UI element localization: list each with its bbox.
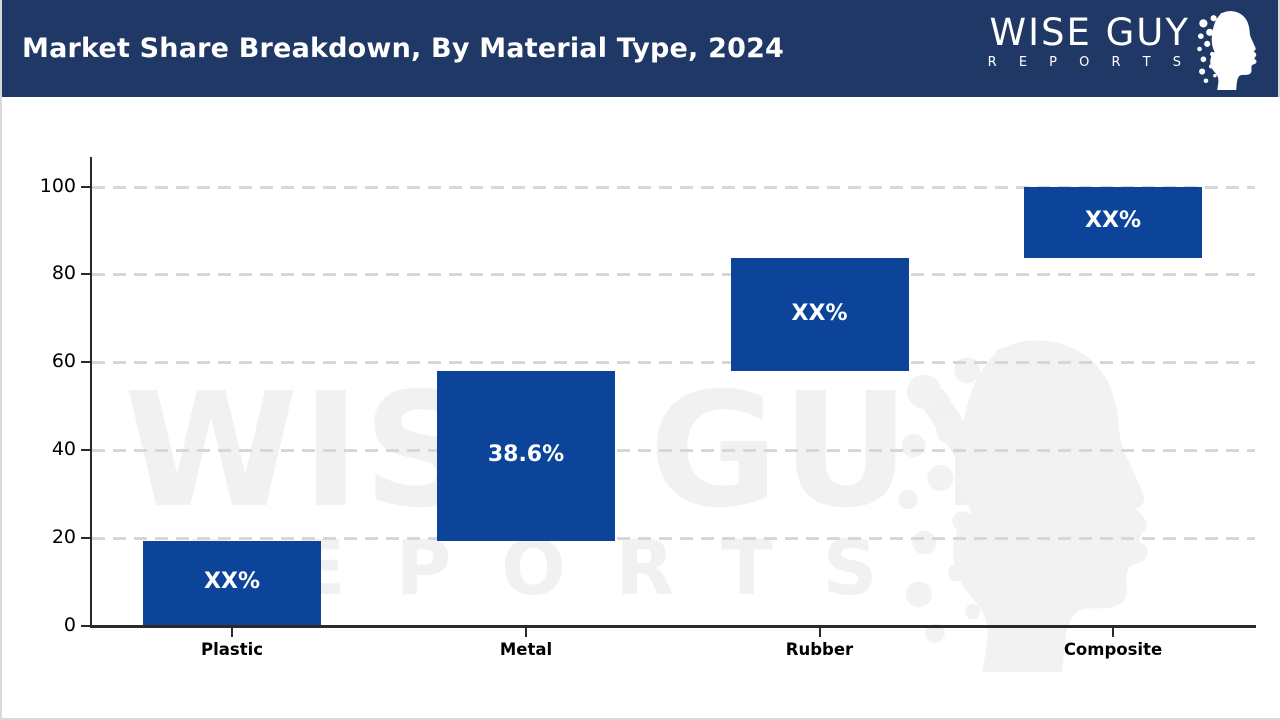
y-tick-label-20: 20 [51,525,76,548]
bar-value-label-metal: 38.6% [487,442,565,468]
y-axis-tick-20 [81,536,90,539]
page-title: Market Share Breakdown, By Material Type… [22,33,785,64]
y-tick-label-80: 80 [51,262,76,285]
bar-value-label-plastic: XX% [204,569,260,595]
brand-head-icon [1197,11,1257,90]
gridline-60 [92,361,1255,365]
bar-rubber: XX% [730,258,909,372]
x-axis-tick-metal [525,628,527,637]
y-tick-label-0: 0 [63,613,76,636]
bar-plastic: XX% [143,540,321,626]
brand-logo-text: WISE GUY [989,11,1190,54]
category-label-plastic: Plastic [200,640,264,659]
y-tick-label-60: 60 [51,350,76,373]
y-axis-tick-40 [81,448,90,451]
watermark-head-icon [898,340,1148,672]
brand-logo-subtext: R E P O R T S [987,54,1190,70]
y-axis-tick-60 [81,361,90,364]
category-label-metal: Metal [499,640,553,659]
bar-composite: XX% [1024,186,1202,259]
bar-value-label-composite: XX% [1085,208,1141,234]
category-label-rubber: Rubber [785,640,854,659]
x-axis-tick-plastic [231,628,233,637]
gridline-40 [92,448,1255,452]
y-axis-tick-100 [81,185,90,188]
header-bar: Market Share Breakdown, By Material Type… [2,0,1278,97]
gridline-80 [92,273,1255,277]
bar-metal: 38.6% [437,371,615,541]
y-axis-tick-0 [81,624,90,627]
x-axis-line [90,625,1256,628]
category-label-composite: Composite [1063,640,1163,659]
gridline-100 [92,185,1255,189]
y-tick-label-100: 100 [39,174,76,197]
y-axis-tick-80 [81,273,90,276]
brand-logo: WISE GUY R E P O R T S [987,11,1190,70]
y-tick-label-40: 40 [51,437,76,460]
gridline-20 [92,536,1255,540]
x-axis-tick-composite [1112,628,1114,637]
x-axis-tick-rubber [818,628,821,637]
y-axis-line [90,157,92,627]
bar-value-label-rubber: XX% [791,300,848,326]
chart-area: WISE GUY REPORTS 0 20 40 60 80 100 Plastic Meta… [2,97,1280,718]
